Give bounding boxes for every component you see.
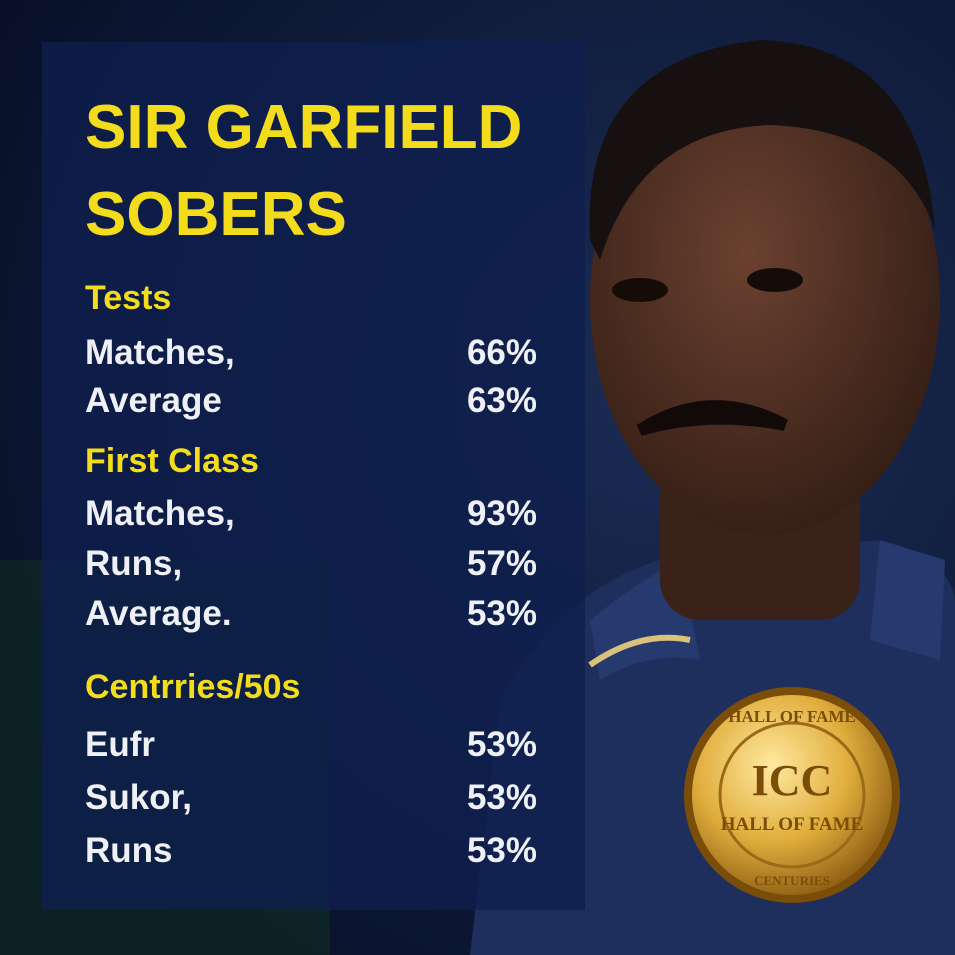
stat-value: 66% bbox=[467, 333, 537, 372]
medal: HALL OF FAME ICC HALL OF FAME CENTURIES bbox=[684, 687, 900, 903]
mustache bbox=[636, 400, 788, 436]
stat-value: 53% bbox=[467, 778, 537, 817]
stats-panel bbox=[42, 42, 585, 910]
stat-label: Matches, bbox=[85, 494, 235, 533]
title-line: SOBERS bbox=[85, 180, 347, 249]
stat-value: 63% bbox=[467, 381, 537, 420]
section-heading: First Class bbox=[85, 442, 259, 480]
stat-label: Sukor, bbox=[85, 778, 192, 817]
title-line: SIR GARFIELD bbox=[85, 93, 522, 162]
collar bbox=[870, 540, 945, 660]
stat-label: Eufr bbox=[85, 725, 155, 764]
stat-value: 53% bbox=[467, 594, 537, 633]
stat-value: 53% bbox=[467, 725, 537, 764]
eye bbox=[612, 278, 668, 302]
stats: Tests Matches, 66% Average 63% First Class Mat… bbox=[85, 279, 537, 870]
stat-label: Runs bbox=[85, 831, 173, 870]
stat-label: Average. bbox=[85, 594, 232, 633]
stat-value: 93% bbox=[467, 494, 537, 533]
medal-sub-text: HALL OF FAME bbox=[721, 814, 864, 835]
medal-arc-text: HALL OF FAME bbox=[728, 707, 856, 726]
eye bbox=[747, 268, 803, 292]
hair bbox=[589, 40, 935, 260]
section-heading: Tests bbox=[85, 279, 171, 317]
medal-center-text: ICC bbox=[752, 756, 833, 805]
section-heading: Centrries/50s bbox=[85, 668, 300, 706]
medal-ring bbox=[718, 721, 866, 869]
stat-value: 57% bbox=[467, 544, 537, 583]
collar-stripe bbox=[588, 634, 691, 668]
stat-label: Runs, bbox=[85, 544, 182, 583]
medal-bottom-text: CENTURIES bbox=[754, 873, 830, 888]
stat-label: Average bbox=[85, 381, 222, 420]
stat-value: 53% bbox=[467, 831, 537, 870]
stat-label: Matches, bbox=[85, 333, 235, 372]
